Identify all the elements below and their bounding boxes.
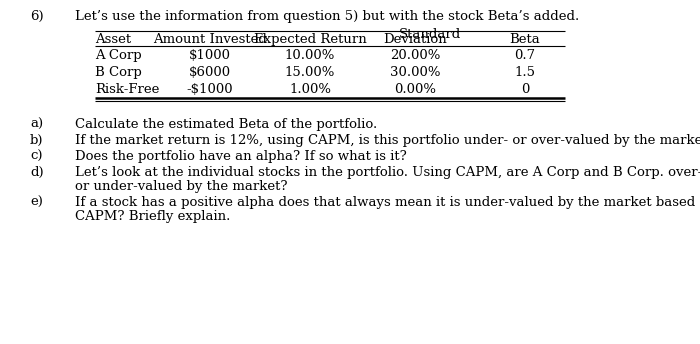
Text: d): d) [30, 166, 43, 179]
Text: -$1000: -$1000 [187, 83, 233, 96]
Text: 10.00%: 10.00% [285, 49, 335, 62]
Text: If a stock has a positive alpha does that always mean it is under-valued by the : If a stock has a positive alpha does tha… [75, 196, 700, 209]
Text: 15.00%: 15.00% [285, 66, 335, 79]
Text: CAPM? Briefly explain.: CAPM? Briefly explain. [75, 210, 230, 223]
Text: Calculate the estimated Beta of the portfolio.: Calculate the estimated Beta of the port… [75, 118, 377, 131]
Text: c): c) [30, 150, 43, 163]
Text: Amount Invested: Amount Invested [153, 33, 267, 46]
Text: 30.00%: 30.00% [390, 66, 440, 79]
Text: Risk-Free: Risk-Free [95, 83, 160, 96]
Text: Deviation: Deviation [383, 33, 447, 46]
Text: A Corp: A Corp [95, 49, 141, 62]
Text: $1000: $1000 [189, 49, 231, 62]
Text: b): b) [30, 134, 43, 147]
Text: Let’s use the information from question 5) but with the stock Beta’s added.: Let’s use the information from question … [75, 10, 580, 23]
Text: 6): 6) [30, 10, 43, 23]
Text: or under-valued by the market?: or under-valued by the market? [75, 180, 288, 193]
Text: Standard: Standard [399, 28, 461, 41]
Text: Expected Return: Expected Return [253, 33, 366, 46]
Text: If the market return is 12%, using CAPM, is this portfolio under- or over-valued: If the market return is 12%, using CAPM,… [75, 134, 700, 147]
Text: e): e) [30, 196, 43, 209]
Text: 20.00%: 20.00% [390, 49, 440, 62]
Text: Beta: Beta [510, 33, 540, 46]
Text: B Corp: B Corp [95, 66, 141, 79]
Text: 0.7: 0.7 [514, 49, 536, 62]
Text: 1.5: 1.5 [514, 66, 536, 79]
Text: Asset: Asset [95, 33, 131, 46]
Text: Let’s look at the individual stocks in the portfolio. Using CAPM, are A Corp and: Let’s look at the individual stocks in t… [75, 166, 700, 179]
Text: 0.00%: 0.00% [394, 83, 436, 96]
Text: Does the portfolio have an alpha? If so what is it?: Does the portfolio have an alpha? If so … [75, 150, 407, 163]
Text: 1.00%: 1.00% [289, 83, 331, 96]
Text: $6000: $6000 [189, 66, 231, 79]
Text: a): a) [30, 118, 43, 131]
Text: 0: 0 [521, 83, 529, 96]
